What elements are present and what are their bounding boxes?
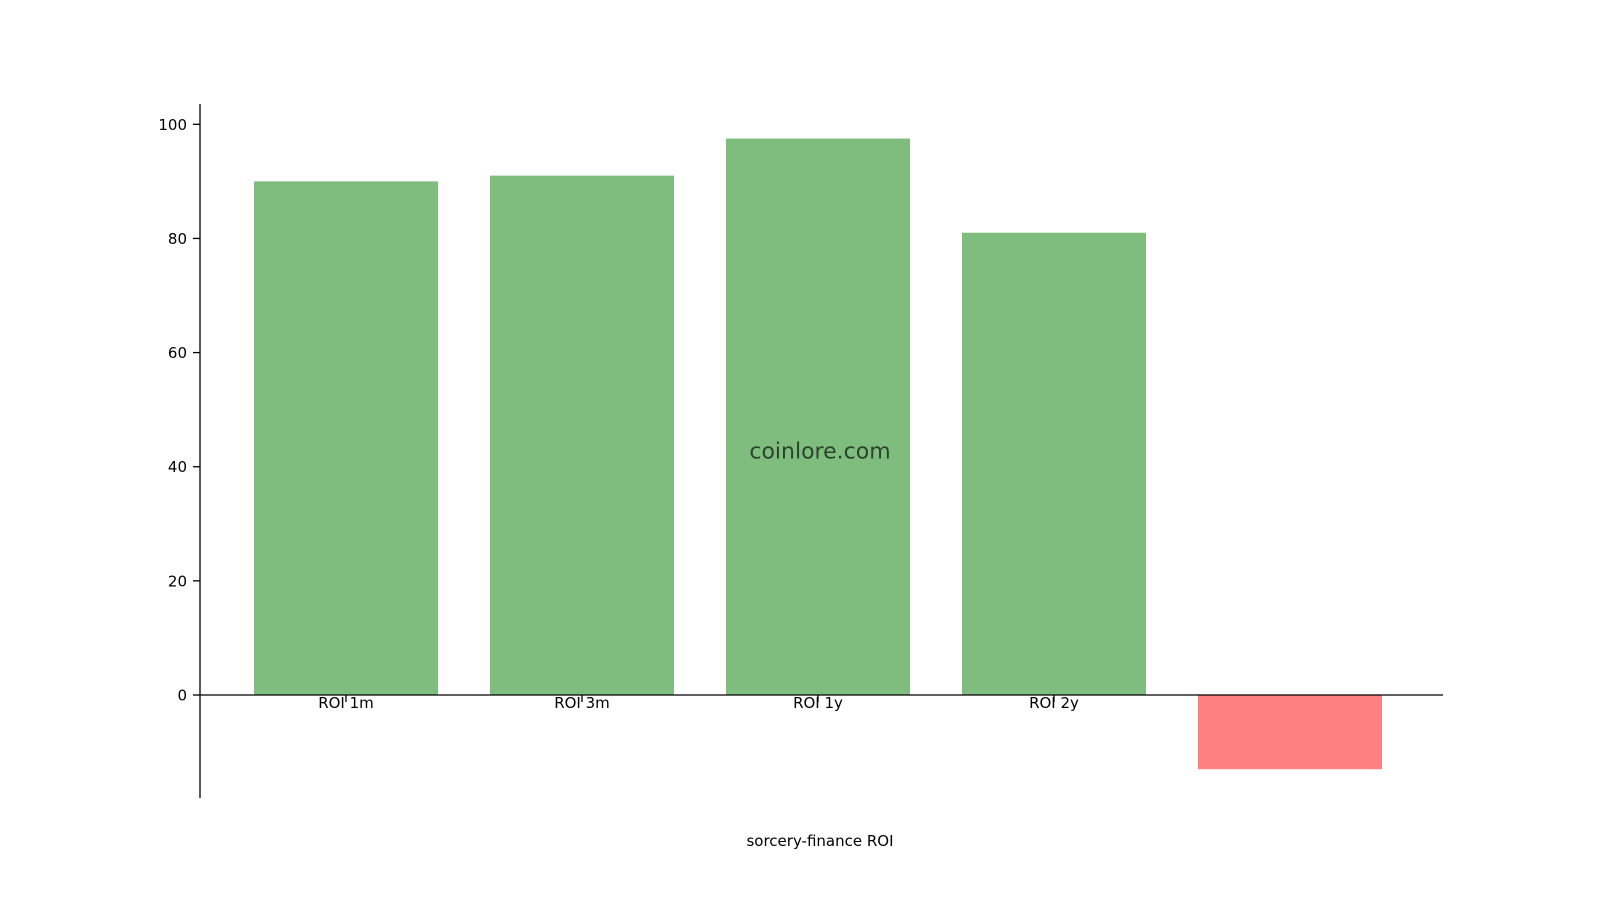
y-tick-label-100: 100 (158, 116, 187, 134)
y-tick-label-0: 0 (177, 687, 187, 705)
x-axis-title: sorcery-finance ROI (746, 832, 893, 850)
bar-unlabeled (1198, 695, 1382, 770)
y-tick-label-40: 40 (168, 458, 187, 476)
bar-roi-3m (490, 175, 674, 696)
bar-roi-1y (726, 138, 910, 695)
x-tick-label-roi-3m: ROI 3m (554, 694, 610, 712)
y-tick-label-20: 20 (168, 572, 187, 590)
axes-group (199, 104, 1443, 798)
x-tick-label-roi-1y: ROI 1y (793, 694, 843, 712)
y-tick-label-80: 80 (168, 230, 187, 248)
bar-roi-1m (254, 181, 438, 695)
x-tick-label-roi-1m: ROI 1m (318, 694, 374, 712)
ticks-group: 0 20 40 60 80 100 ROI 1m ROI 3m ROI 1y ROI 2y (158, 116, 1079, 712)
watermark-text: coinlore.com (749, 440, 890, 465)
bars-group (254, 138, 1382, 770)
bar-roi-2y (962, 232, 1146, 695)
y-tick-label-60: 60 (168, 344, 187, 362)
x-tick-label-roi-2y: ROI 2y (1029, 694, 1079, 712)
